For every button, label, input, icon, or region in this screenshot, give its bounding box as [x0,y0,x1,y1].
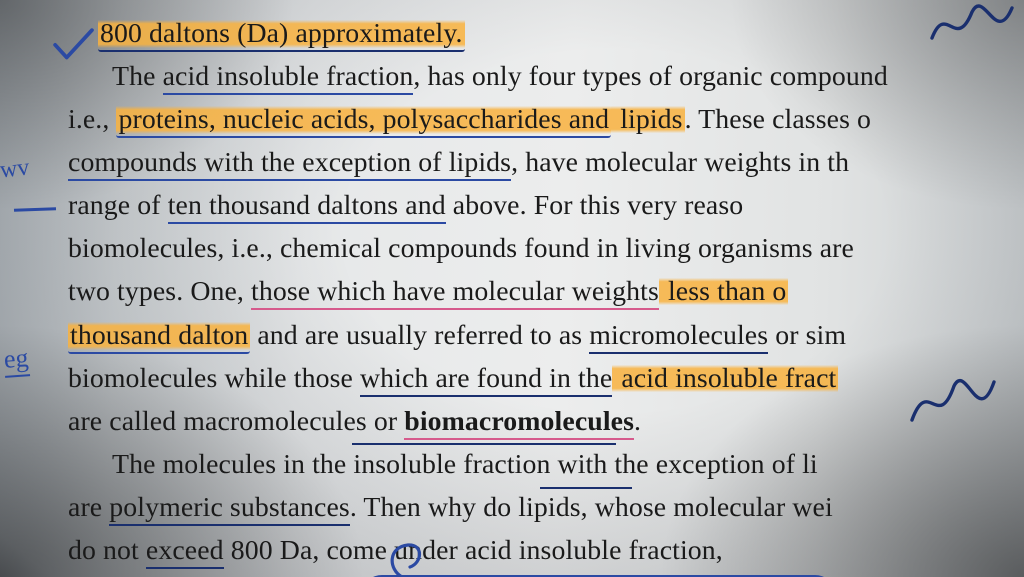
text-underlined: micromolecules [589,320,768,354]
lead-line: 800 daltons (Da) approximately. [98,12,1016,55]
text-underlined: those which have molecular weights [251,276,659,310]
pen-underline [352,443,616,445]
text: . These classes o [685,104,871,135]
text: . Then why do lipids, whose molecular we… [350,492,833,523]
text: do not [68,535,146,566]
text-underlined: polymeric substances [109,492,350,526]
text-bold: biomacromolecules [404,406,634,440]
text-highlighted: less than o [659,276,789,307]
text-underlined: acid insoluble fraction [163,61,414,95]
text: The molecules in the insoluble fraction … [112,449,818,480]
text: are called macromolecules or [68,406,404,437]
text-underlined: compounds with the exception of lipids [68,147,511,181]
text: , has only four types of organic compoun… [413,61,888,92]
tick-mark-icon [52,26,94,68]
pen-scribble-icon [904,370,1000,434]
text: The [112,61,163,92]
text-highlighted: acid insoluble fract [612,363,838,394]
text: and are usually referred to as [250,320,589,351]
pen-scribble-icon [926,0,1016,54]
text: i.e., [68,104,116,135]
text: range of [68,190,168,221]
paragraph-2: The molecules in the insoluble fraction … [68,443,1016,577]
text: above. For this very reaso [446,190,744,221]
text-highlighted: lipids [611,104,684,135]
pen-underline [540,487,632,489]
text: are [68,492,109,523]
text-highlighted: 800 daltons (Da) approximately. [98,18,465,52]
pen-hook-icon [378,539,432,577]
text-underlined: which are found in the [360,363,612,397]
text: biomolecules while those [68,363,360,394]
text: 800 Da, come under acid insoluble fracti… [224,535,723,566]
text: . [634,406,641,437]
text-underlined: exceed [146,535,224,569]
paragraph-1: The acid insoluble fraction, has only fo… [68,55,1016,443]
text-highlighted: thousand dalton [68,320,250,354]
margin-annotation-dash [14,207,56,211]
margin-annotation-wv: wv [0,155,31,185]
text-highlighted: proteins, nucleic acids, polysaccharides… [116,104,611,138]
text: , have molecular weights in th [511,147,849,178]
textbook-page: wv eg 800 daltons (Da) approximately. Th… [0,0,1024,577]
text-underlined: ten thousand daltons and [168,190,446,224]
text: or sim [768,320,846,351]
margin-annotation-eg: eg [3,343,30,378]
text: two types. One, [68,276,251,307]
text: biomolecules, i.e., chemical compounds f… [68,233,854,264]
